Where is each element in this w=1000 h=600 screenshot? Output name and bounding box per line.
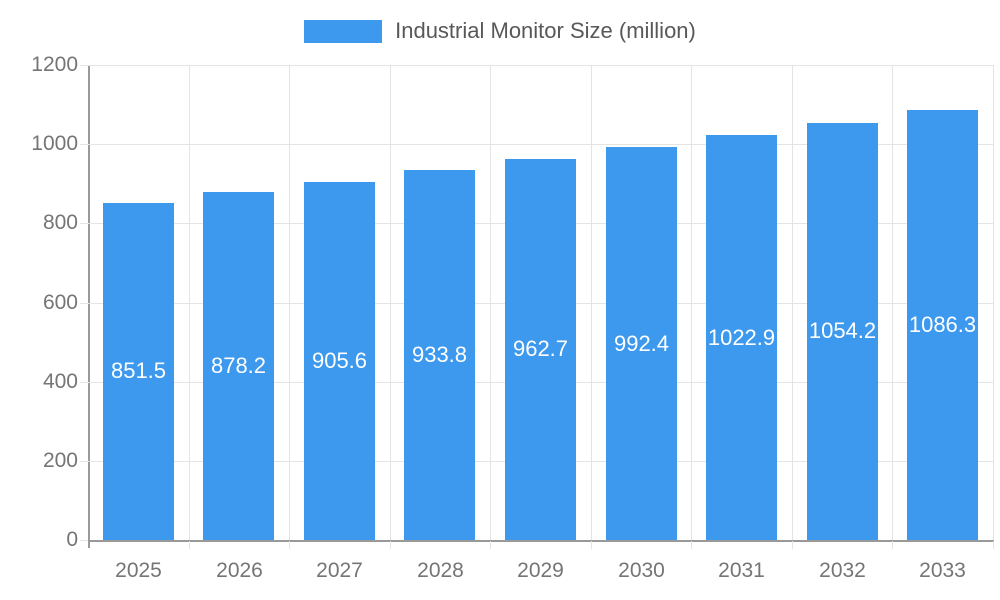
x-tick-mark [591,541,592,549]
bar-value-label: 992.4 [613,330,670,356]
x-tick-label: 2026 [216,559,263,582]
y-tick-label: 200 [42,448,78,472]
bar-2031[interactable] [706,135,777,540]
gridline-vertical [993,65,994,540]
bar-2027[interactable] [304,181,375,540]
bar-value-label: 878.2 [210,353,267,379]
bar-value-label: 851.5 [110,358,167,384]
gridline-vertical [591,65,592,540]
bar-2032[interactable] [807,122,878,540]
x-tick-mark [390,541,391,549]
y-tick-mark [80,144,88,146]
bar-2030[interactable] [606,147,677,540]
bar-2026[interactable] [203,192,274,540]
bar-value-label: 1086.3 [908,312,977,337]
bar-value-label: 1054.2 [808,318,877,344]
gridline-vertical [792,65,793,540]
gridline-horizontal [88,65,993,66]
y-tick-label: 1200 [31,53,78,76]
y-tick-label: 600 [42,290,78,314]
bar-value-label: 933.8 [411,342,468,368]
y-tick-label: 400 [42,369,78,393]
plot-area: 851.5 878.2 905.6 933.8 962.7 992.4 1022.9 1054… [88,65,994,540]
x-tick-label: 2028 [417,559,464,582]
y-tick-mark [80,540,88,541]
y-tick-mark [80,381,88,383]
x-tick-mark [490,541,491,549]
x-tick-label: 2033 [919,559,966,582]
x-tick-label: 2025 [115,559,162,582]
legend-label: Industrial Monitor Size (million) [395,18,696,43]
gridline-vertical [390,65,391,540]
gridline-vertical [289,65,290,540]
x-tick-mark [189,541,190,549]
gridline-horizontal [88,144,993,146]
x-tick-label: 2032 [819,559,866,582]
x-tick-mark [792,541,793,549]
gridline-vertical [892,65,893,540]
y-tick-mark [80,223,88,225]
legend[interactable]: Industrial Monitor Size (million) [0,18,1000,44]
y-tick-mark [80,302,88,304]
x-tick-label: 2031 [718,559,765,582]
legend-swatch [304,19,383,43]
bar-value-label: 905.6 [311,347,368,373]
bar-2033[interactable] [907,110,978,540]
x-axis-line [88,540,994,542]
bar-value-label: 1022.9 [707,324,776,350]
y-tick-label: 1000 [31,132,78,156]
x-tick-mark [993,541,994,549]
y-axis-line [88,65,90,548]
gridline-vertical [691,65,692,540]
x-tick-mark [289,541,290,549]
y-tick-mark [80,460,88,462]
bar-2029[interactable] [505,158,576,540]
y-tick-label: 0 [66,528,78,551]
x-tick-mark [892,541,893,549]
gridline-vertical [490,65,491,540]
bar-value-label: 962.7 [512,336,569,362]
x-tick-label: 2029 [517,559,564,582]
x-tick-mark [691,541,692,549]
y-tick-mark [80,65,88,66]
y-tick-label: 800 [42,211,78,235]
bar-2025[interactable] [103,202,174,540]
x-tick-label: 2027 [316,559,363,582]
x-tick-label: 2030 [618,559,665,582]
bar-2028[interactable] [404,170,475,540]
gridline-vertical [189,65,190,540]
